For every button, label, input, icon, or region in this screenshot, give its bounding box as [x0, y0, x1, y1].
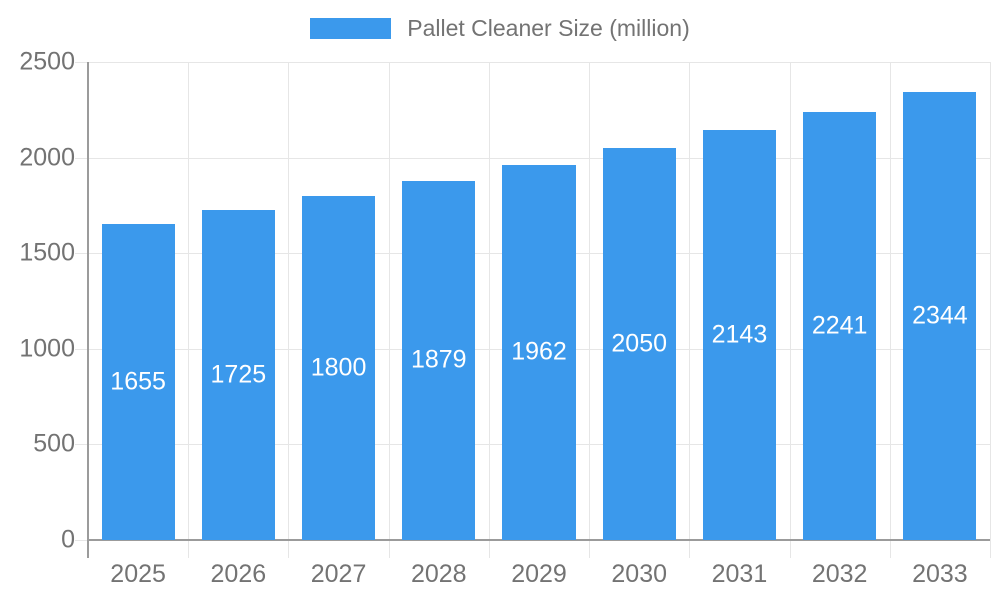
bar-value-label: 2050 [611, 329, 668, 358]
y-axis-line [87, 62, 89, 558]
v-gridline [388, 62, 390, 540]
x-axis-tick-label: 2027 [310, 560, 367, 588]
bar-value-label: 1962 [511, 337, 567, 366]
x-axis-tick-label: 2025 [110, 560, 166, 588]
y-axis-tick-label: 1500 [19, 238, 75, 267]
bar-value-label: 1879 [410, 345, 467, 374]
bar[interactable] [702, 130, 777, 540]
h-gridline [88, 157, 990, 159]
bar-value-label: 1725 [210, 360, 267, 389]
y-axis-tick-label: 2500 [19, 47, 75, 76]
x-axis-tick-label: 2030 [611, 560, 668, 588]
x-axis-tick-label: 2033 [912, 560, 968, 588]
v-gridline [689, 62, 691, 540]
bar[interactable] [803, 111, 877, 540]
x-axis-tick-label: 2031 [711, 560, 768, 588]
bar[interactable] [101, 223, 175, 540]
v-gridline [589, 62, 591, 540]
legend[interactable]: Pallet Cleaner Size (million) [0, 14, 1000, 43]
x-axis-tick [889, 540, 891, 558]
bar[interactable] [502, 164, 576, 540]
legend-label: Pallet Cleaner Size (million) [407, 15, 690, 41]
x-axis-tick [789, 540, 791, 558]
v-gridline [488, 62, 490, 540]
bar-value-label: 2241 [811, 311, 868, 340]
x-axis-tick [388, 540, 390, 558]
y-axis-tick [75, 348, 88, 350]
x-axis-tick-label: 2029 [511, 560, 567, 588]
x-axis-tick [488, 540, 490, 558]
bar-value-label: 1800 [310, 353, 367, 382]
bar[interactable] [602, 148, 676, 540]
bar[interactable] [201, 210, 275, 540]
v-gridline [990, 62, 991, 540]
bar[interactable] [301, 195, 376, 540]
v-gridline [188, 62, 190, 540]
y-axis-tick [75, 62, 88, 63]
y-axis-tick [75, 157, 88, 159]
y-axis-tick [75, 444, 88, 446]
x-axis-tick-label: 2032 [811, 560, 868, 588]
legend-swatch-icon [310, 18, 392, 39]
v-gridline [789, 62, 791, 540]
v-gridline [889, 62, 891, 540]
x-axis-tick [188, 540, 190, 558]
y-axis-tick [75, 253, 88, 255]
y-axis-tick-label: 1000 [19, 334, 75, 363]
x-axis-tick [689, 540, 691, 558]
y-axis-tick-label: 0 [61, 525, 75, 554]
bar-value-label: 1655 [110, 367, 166, 396]
y-axis-tick [75, 540, 88, 541]
x-axis-tick-label: 2028 [410, 560, 467, 588]
bar-value-label: 2344 [912, 301, 968, 330]
bar[interactable] [903, 91, 977, 540]
v-gridline [288, 62, 290, 540]
x-axis-tick [990, 540, 991, 558]
y-axis-tick-label: 500 [33, 429, 75, 458]
x-axis-line [88, 539, 990, 541]
bar[interactable] [402, 180, 476, 540]
x-axis-tick [288, 540, 290, 558]
x-axis-tick [589, 540, 591, 558]
bar-value-label: 2143 [711, 320, 768, 349]
h-gridline [88, 62, 990, 63]
y-axis-tick-label: 2000 [19, 143, 75, 172]
x-axis-tick-label: 2026 [210, 560, 267, 588]
